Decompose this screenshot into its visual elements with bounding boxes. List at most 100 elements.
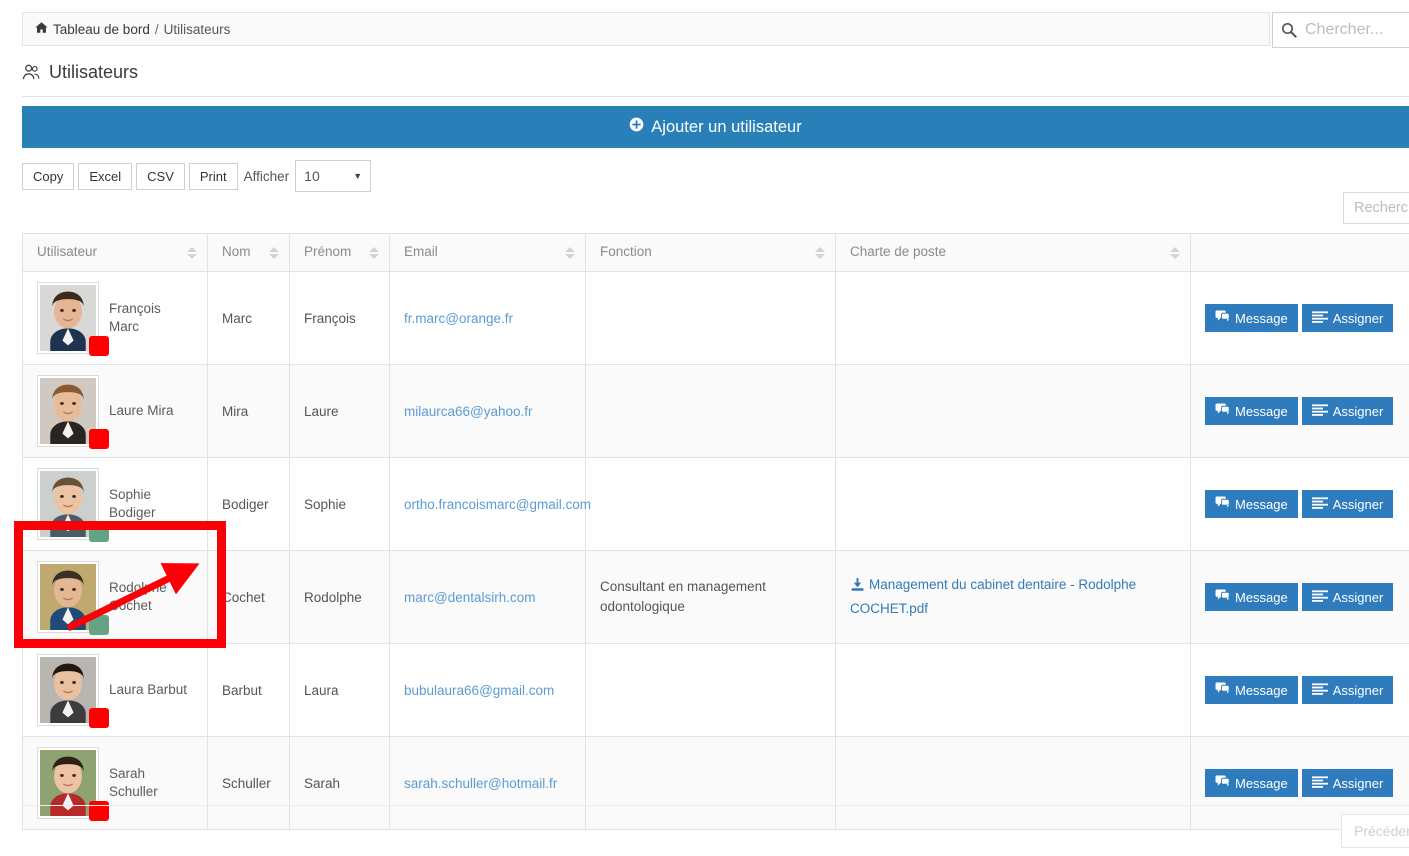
add-user-label: Ajouter un utilisateur (651, 117, 802, 136)
assign-button[interactable]: Assigner (1301, 769, 1394, 797)
copy-button[interactable]: Copy (22, 162, 75, 190)
excel-button[interactable]: Excel (78, 162, 133, 190)
email-link[interactable]: sarah.schuller@hotmail.fr (404, 775, 558, 791)
column-label: Utilisateur (37, 244, 98, 259)
home-icon (35, 21, 48, 37)
table-row: Sarah Schuller Schuller Sarah sarah.schulle… (22, 736, 1409, 830)
assign-label: Assigner (1332, 589, 1384, 605)
assign-button[interactable]: Assigner (1301, 490, 1394, 518)
message-label: Message (1235, 310, 1288, 326)
table-bottom-divider (22, 805, 1409, 806)
sort-icon (369, 246, 379, 259)
page-title-text: Utilisateurs (49, 62, 139, 82)
message-button[interactable]: Message (1205, 490, 1298, 518)
list-icon (1311, 589, 1328, 605)
global-search[interactable]: Chercher... (1272, 12, 1409, 48)
pagination-previous-label: Précédent (1354, 823, 1409, 839)
column-header-charte[interactable]: Charte de poste (835, 233, 1191, 272)
status-badge (89, 429, 109, 449)
email-link[interactable]: bubulaura66@gmail.com (404, 682, 555, 698)
avatar (37, 375, 109, 449)
comments-icon (1215, 310, 1230, 326)
cell-nom: Mira (207, 364, 290, 458)
assign-button[interactable]: Assigner (1301, 583, 1394, 611)
download-icon (850, 577, 865, 598)
add-user-button[interactable]: Ajouter un utilisateur (22, 106, 1409, 148)
cell-actions: Message Assigner (1190, 364, 1409, 458)
avatar (37, 747, 109, 821)
cell-utilisateur: Sarah Schuller (22, 736, 208, 830)
assign-button[interactable]: Assigner (1301, 397, 1394, 425)
cell-charte (835, 457, 1191, 551)
cell-nom: Schuller (207, 736, 290, 830)
assign-button[interactable]: Assigner (1301, 304, 1394, 332)
assign-label: Assigner (1332, 775, 1384, 791)
column-header-email[interactable]: Email (389, 233, 586, 272)
breadcrumb-current: Utilisateurs (163, 21, 231, 37)
cell-prenom: Sophie (289, 457, 390, 551)
csv-button[interactable]: CSV (136, 162, 185, 190)
cell-nom: Bodiger (207, 457, 290, 551)
cell-actions: Message Assigner (1190, 550, 1409, 644)
table-search-label: Rechercher: (1354, 200, 1409, 216)
user-display-name: Sarah Schuller (109, 765, 158, 799)
table-search-input[interactable]: Rechercher: (1343, 192, 1409, 224)
message-button[interactable]: Message (1205, 397, 1298, 425)
column-header-prenom[interactable]: Prénom (289, 233, 390, 272)
cell-fonction (585, 364, 836, 458)
cell-fonction (585, 643, 836, 737)
print-button[interactable]: Print (188, 162, 238, 190)
chevron-down-icon: ▼ (353, 171, 363, 181)
status-badge (89, 336, 109, 356)
column-header-fonction[interactable]: Fonction (585, 233, 836, 272)
charte-link-label[interactable]: Management du cabinet dentaire - Rodolph… (850, 577, 1137, 616)
status-badge (89, 801, 109, 821)
message-button[interactable]: Message (1205, 769, 1298, 797)
email-link[interactable]: ortho.francoismarc@gmail.com (404, 496, 592, 512)
cell-prenom: François (289, 271, 390, 365)
user-display-name: Sophie Bodiger (109, 486, 156, 520)
cell-actions: Message Assigner (1190, 643, 1409, 737)
page-length-select[interactable]: 10 ▼ (295, 160, 372, 192)
comments-icon (1215, 496, 1230, 512)
list-icon (1311, 496, 1328, 512)
table-row: Rodolphe Cochet Cochet Rodolphe marc@dental… (22, 550, 1409, 644)
assign-label: Assigner (1332, 682, 1384, 698)
message-button[interactable]: Message (1205, 304, 1298, 332)
cell-utilisateur: François Marc (22, 271, 208, 365)
comments-icon (1215, 589, 1230, 605)
cell-email: fr.marc@orange.fr (389, 271, 586, 365)
column-label: Fonction (600, 244, 652, 259)
table-row: François Marc Marc François fr.marc@orange.… (22, 271, 1409, 365)
assign-button[interactable]: Assigner (1301, 676, 1394, 704)
cell-charte (835, 643, 1191, 737)
user-display-name: Rodolphe Cochet (109, 579, 167, 613)
comments-icon (1215, 403, 1230, 419)
cell-charte (835, 364, 1191, 458)
cell-email: sarah.schuller@hotmail.fr (389, 736, 586, 830)
avatar (37, 561, 109, 635)
table-toolbar: Copy Excel CSV Print Afficher 10 ▼ (22, 160, 372, 192)
column-header-nom[interactable]: Nom (207, 233, 290, 272)
cell-charte (835, 736, 1191, 830)
column-header-utilisateur[interactable]: Utilisateur (22, 233, 208, 272)
list-icon (1311, 310, 1328, 326)
table-header-row: Utilisateur Nom Prénom Email (22, 233, 1409, 272)
user-display-name: Laure Mira (109, 402, 174, 418)
email-link[interactable]: milaurca66@yahoo.fr (404, 403, 533, 419)
cell-fonction (585, 457, 836, 551)
email-link[interactable]: marc@dentalsirh.com (404, 589, 536, 605)
assign-label: Assigner (1332, 310, 1384, 326)
users-table-wrapper: Utilisateur Nom Prénom Email (22, 233, 1409, 830)
message-button[interactable]: Message (1205, 676, 1298, 704)
user-display-name: Laura Barbut (109, 681, 188, 697)
pagination-previous-button[interactable]: Précédent (1341, 814, 1409, 848)
status-badge (89, 708, 109, 728)
email-link[interactable]: fr.marc@orange.fr (404, 310, 513, 326)
cell-prenom: Rodolphe (289, 550, 390, 644)
message-button[interactable]: Message (1205, 583, 1298, 611)
page-title: Utilisateurs (22, 62, 138, 83)
cell-fonction: Consultant en management odontologique (585, 550, 836, 644)
breadcrumb-root[interactable]: Tableau de bord (53, 21, 150, 37)
